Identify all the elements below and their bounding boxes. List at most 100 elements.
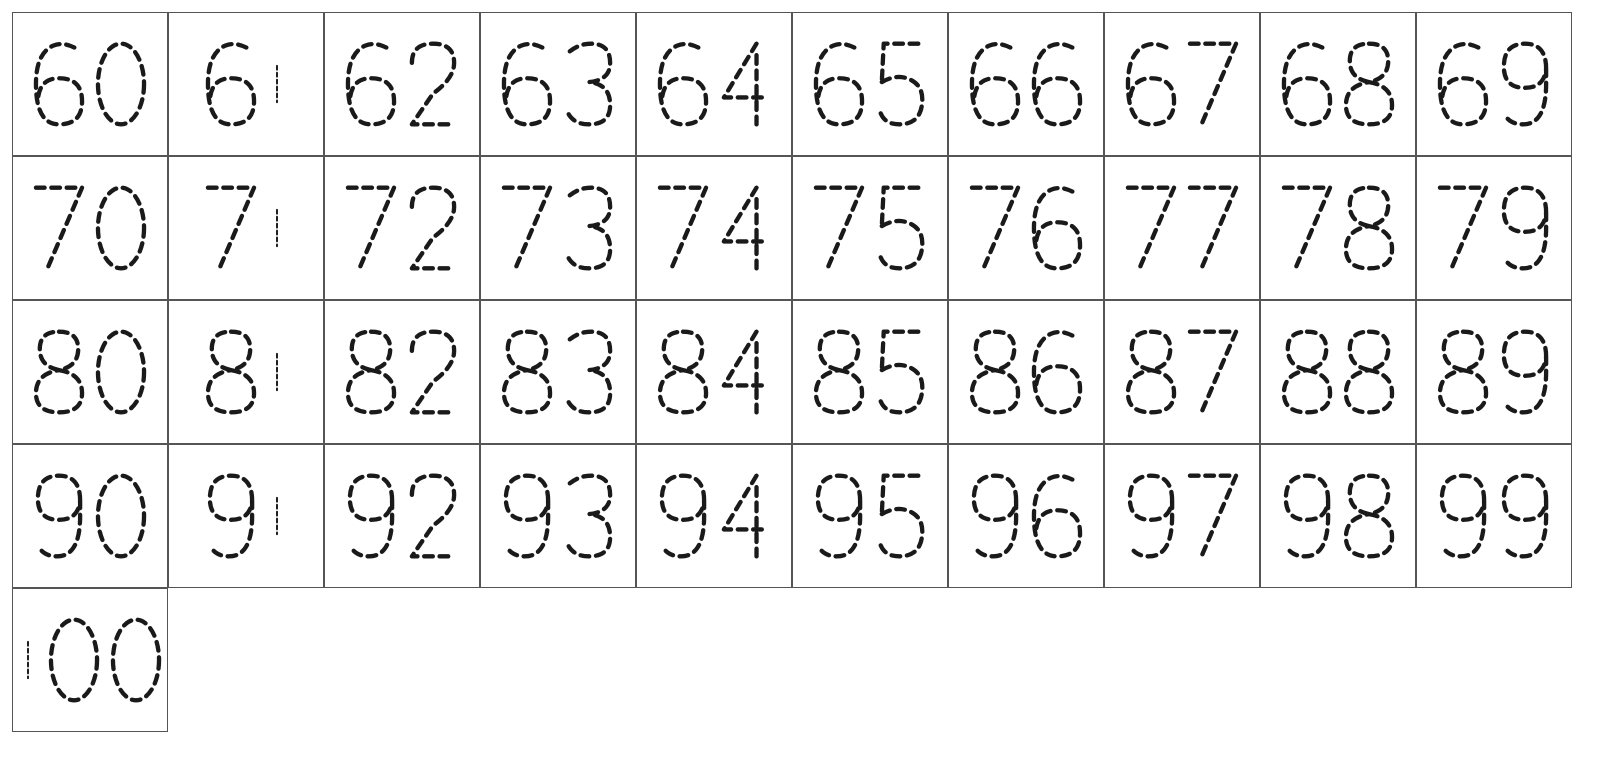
digit-0 xyxy=(92,324,150,420)
traced-number xyxy=(340,324,464,420)
digit-8 xyxy=(1278,324,1336,420)
tracing-cell xyxy=(948,444,1104,588)
traced-number xyxy=(808,180,932,276)
digit-8 xyxy=(1340,180,1398,276)
tracing-cell xyxy=(636,12,792,156)
traced-number xyxy=(1276,468,1400,564)
digit-5 xyxy=(872,468,930,564)
digit-6 xyxy=(1122,36,1180,132)
digit-6 xyxy=(342,36,400,132)
digit-5 xyxy=(872,324,930,420)
digit-2 xyxy=(404,180,462,276)
digit-3 xyxy=(560,36,618,132)
digit-9 xyxy=(342,468,400,564)
digit-9 xyxy=(1496,324,1554,420)
digit-4 xyxy=(716,180,774,276)
tracing-cell xyxy=(480,156,636,300)
tracing-cell xyxy=(1260,156,1416,300)
tracing-cell xyxy=(1260,444,1416,588)
tracing-cell xyxy=(1104,300,1260,444)
tracing-cell xyxy=(12,588,168,732)
digit-6 xyxy=(654,36,712,132)
digit-9 xyxy=(810,468,868,564)
digit-9 xyxy=(498,468,556,564)
digit-1 xyxy=(264,324,290,420)
digit-4 xyxy=(716,36,774,132)
tracing-cell xyxy=(636,444,792,588)
traced-number xyxy=(652,36,776,132)
traced-number xyxy=(652,324,776,420)
digit-8 xyxy=(1340,468,1398,564)
digit-9 xyxy=(1496,468,1554,564)
traced-number xyxy=(28,468,152,564)
tracing-cell xyxy=(168,156,324,300)
tracing-cell xyxy=(636,156,792,300)
digit-2 xyxy=(404,324,462,420)
tracing-cell xyxy=(480,300,636,444)
digit-7 xyxy=(1122,180,1180,276)
traced-number xyxy=(808,324,932,420)
digit-2 xyxy=(404,36,462,132)
traced-number xyxy=(1432,180,1556,276)
tracing-cell xyxy=(1104,12,1260,156)
traced-number xyxy=(200,180,292,276)
digit-7 xyxy=(1184,36,1242,132)
traced-number xyxy=(496,468,620,564)
digit-7 xyxy=(1434,180,1492,276)
digit-9 xyxy=(1278,468,1336,564)
digit-8 xyxy=(1340,36,1398,132)
traced-number xyxy=(200,36,292,132)
tracing-cell xyxy=(1416,300,1572,444)
digit-7 xyxy=(654,180,712,276)
tracing-cell xyxy=(324,156,480,300)
digit-9 xyxy=(1122,468,1180,564)
traced-number xyxy=(1432,36,1556,132)
digit-5 xyxy=(872,36,930,132)
digit-2 xyxy=(404,468,462,564)
digit-0 xyxy=(107,612,165,708)
traced-number xyxy=(13,612,167,708)
digit-7 xyxy=(1184,324,1242,420)
digit-8 xyxy=(1340,324,1398,420)
digit-9 xyxy=(1496,36,1554,132)
digit-8 xyxy=(30,324,88,420)
tracing-cell xyxy=(792,12,948,156)
digit-8 xyxy=(810,324,868,420)
digit-7 xyxy=(30,180,88,276)
traced-number xyxy=(340,180,464,276)
traced-number xyxy=(1276,36,1400,132)
digit-6 xyxy=(1028,468,1086,564)
traced-number xyxy=(808,36,932,132)
traced-number xyxy=(1120,324,1244,420)
digit-1 xyxy=(264,468,290,564)
traced-number xyxy=(1276,180,1400,276)
digit-1 xyxy=(15,612,41,708)
digit-6 xyxy=(1278,36,1336,132)
tracing-cell xyxy=(1104,444,1260,588)
digit-9 xyxy=(1434,468,1492,564)
digit-8 xyxy=(342,324,400,420)
traced-number xyxy=(28,36,152,132)
tracing-cell xyxy=(12,444,168,588)
traced-number xyxy=(496,36,620,132)
digit-9 xyxy=(966,468,1024,564)
tracing-cell xyxy=(12,156,168,300)
digit-4 xyxy=(716,324,774,420)
tracing-cell xyxy=(792,444,948,588)
traced-number xyxy=(1120,36,1244,132)
digit-0 xyxy=(92,180,150,276)
tracing-cell xyxy=(1260,300,1416,444)
digit-8 xyxy=(1434,324,1492,420)
digit-8 xyxy=(498,324,556,420)
traced-number xyxy=(652,180,776,276)
traced-number xyxy=(28,324,152,420)
traced-number xyxy=(964,324,1088,420)
digit-6 xyxy=(1028,324,1086,420)
traced-number xyxy=(1432,324,1556,420)
traced-number xyxy=(964,180,1088,276)
digit-4 xyxy=(716,468,774,564)
digit-8 xyxy=(202,324,260,420)
digit-1 xyxy=(264,180,290,276)
digit-0 xyxy=(92,468,150,564)
tracing-cell xyxy=(168,444,324,588)
